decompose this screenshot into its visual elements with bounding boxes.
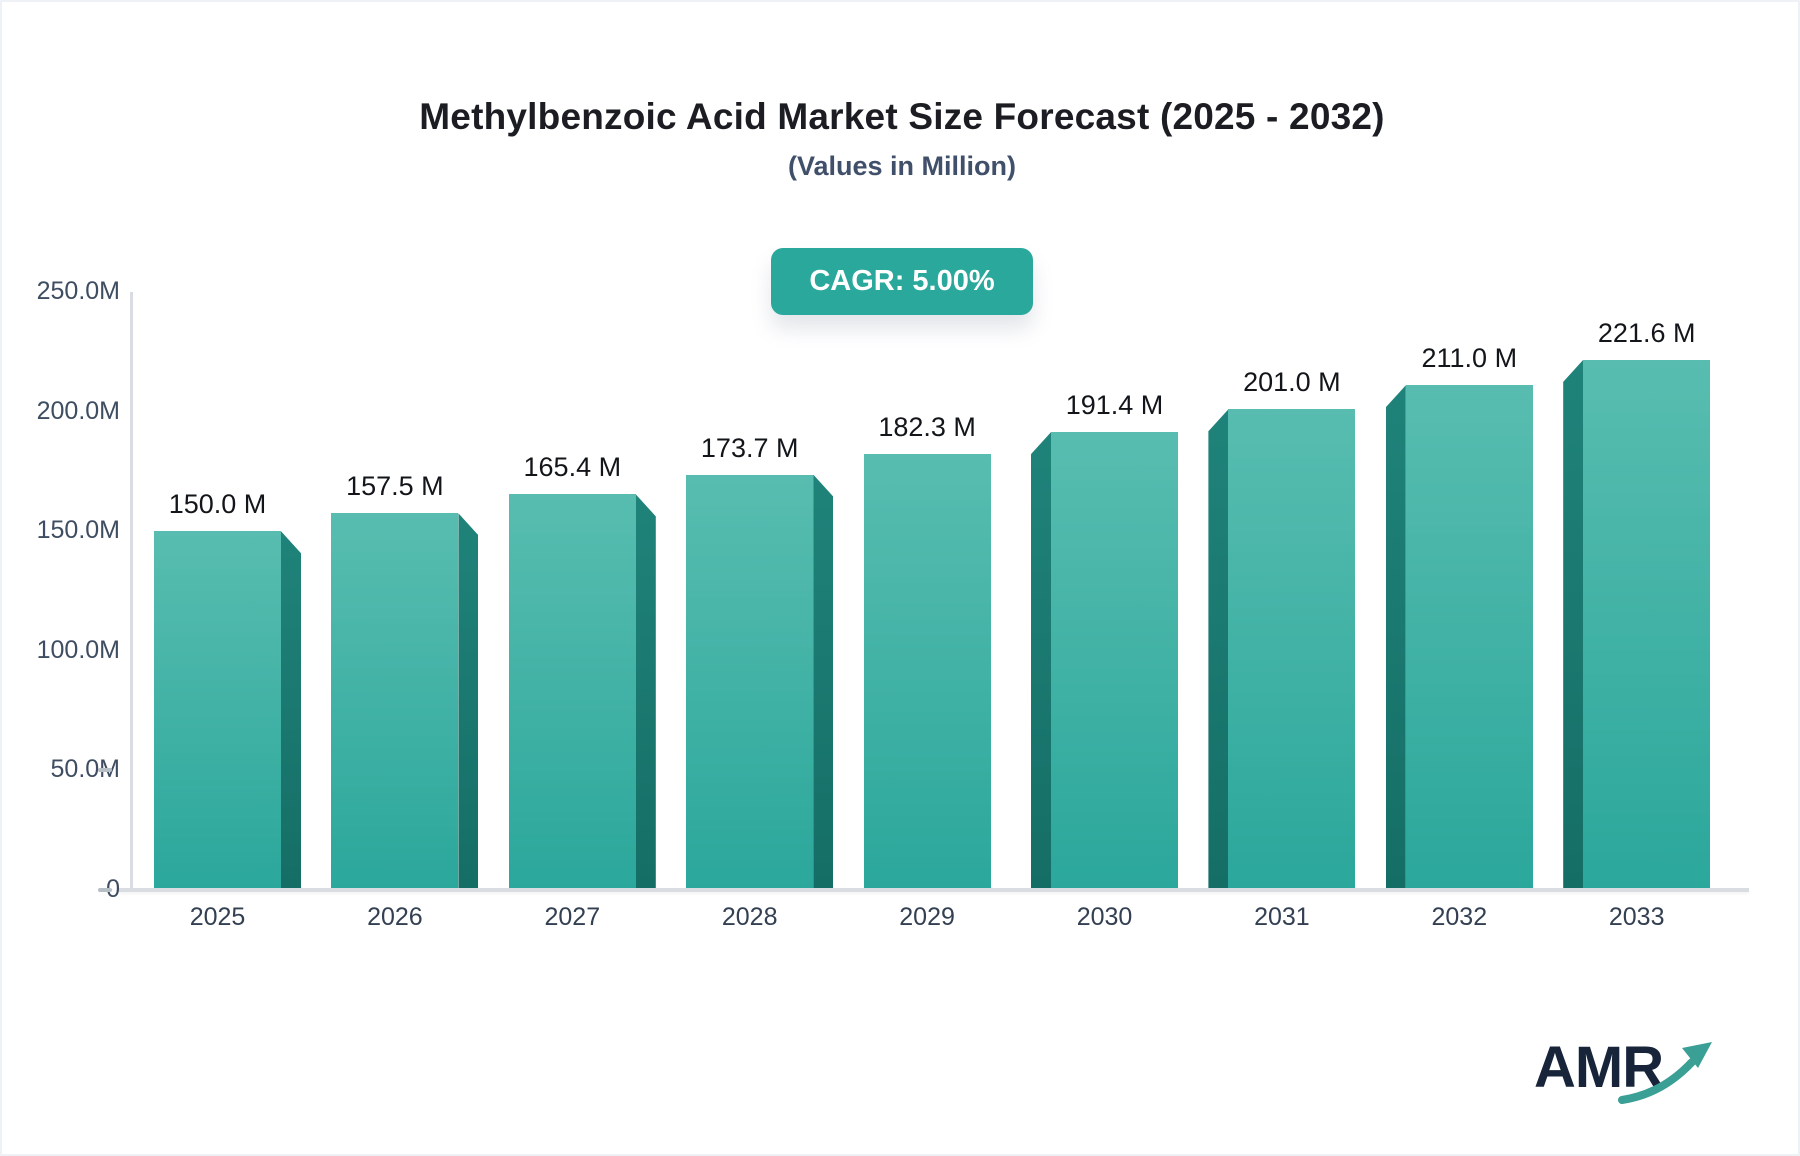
bar-value-label: 211.0 M	[1421, 343, 1518, 374]
x-axis-year-label: 2033	[1608, 903, 1665, 931]
y-axis-tick-mark	[98, 888, 112, 892]
y-axis-tick-label: 150.0M	[36, 516, 120, 545]
growth-arrow-icon	[1618, 1042, 1712, 1104]
bar-value-label: 221.6 M	[1597, 317, 1696, 348]
chart-title: Methylbenzoic Acid Market Size Forecast …	[419, 96, 1385, 137]
y-axis-tick-label: 100.0M	[36, 635, 120, 664]
y-axis-line	[130, 292, 133, 890]
x-axis-year-label: 2027	[544, 903, 601, 931]
bar-3d-side	[1385, 385, 1406, 890]
bar-value-label: 157.5 M	[346, 471, 444, 502]
bar-2033	[1583, 359, 1711, 890]
x-axis-year-label: 2032	[1431, 903, 1488, 931]
bar-3d-side	[281, 531, 301, 890]
bar-value-label: 173.7 M	[700, 432, 799, 463]
amr-logo-text: AMR	[1534, 1035, 1664, 1100]
cagr-badge: CAGR: 5.00%	[771, 248, 1033, 315]
bar-value-label: 150.0 M	[168, 489, 267, 520]
x-axis-year-label: 2030	[1076, 903, 1133, 931]
y-axis-tick-mark	[98, 768, 112, 773]
bar-2027	[508, 494, 636, 890]
x-axis-year-label: 2025	[189, 903, 246, 931]
x-axis-year-label: 2026	[367, 903, 423, 931]
y-axis-tick-label: 200.0M	[36, 396, 120, 425]
bar-value-label: 201.0 M	[1243, 367, 1341, 398]
amr-logo: AMR	[1534, 1034, 1764, 1124]
chart-subtitle: (Values in Million)	[787, 151, 1017, 181]
bar-3d-side	[813, 474, 834, 890]
x-axis-year-label: 2031	[1254, 903, 1310, 931]
bar-3d-side	[1208, 409, 1229, 890]
bar-2032	[1405, 385, 1533, 890]
bar-2026	[331, 513, 459, 890]
y-axis-tick-label: 0	[106, 875, 120, 903]
bar-2028	[686, 474, 814, 890]
bar-3d-side	[1563, 359, 1584, 890]
bar-value-label: 182.3 M	[878, 411, 976, 442]
bar-3d-side	[1031, 432, 1051, 890]
x-axis-baseline	[119, 888, 1749, 892]
bar-2030	[1051, 432, 1178, 890]
x-axis-year-label: 2028	[721, 903, 778, 931]
x-axis-year-label: 2029	[899, 903, 955, 931]
chart-header: Methylbenzoic Acid Market Size Forecast …	[2, 2, 1800, 315]
bar-3d-side	[635, 494, 656, 890]
y-axis-tick-label: 250.0M	[36, 277, 120, 305]
bar-2025	[154, 531, 281, 890]
bar-value-label: 191.4 M	[1065, 390, 1164, 421]
bar-value-label: 165.4 M	[523, 452, 622, 483]
bar-2031	[1228, 409, 1356, 890]
bar-3d-side	[458, 513, 479, 890]
bar-2029	[863, 453, 991, 890]
